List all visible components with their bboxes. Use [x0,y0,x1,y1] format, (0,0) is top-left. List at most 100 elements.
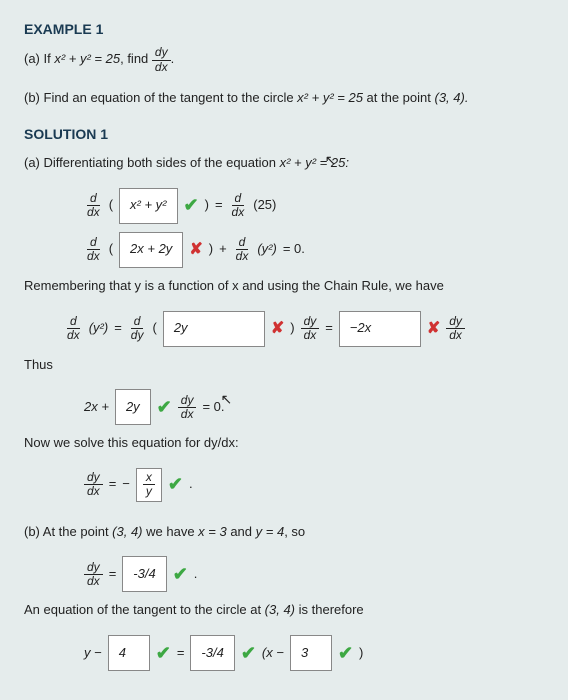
num: d [232,192,245,206]
den: y [143,485,155,498]
rparen: ) [205,195,209,216]
answer-input[interactable]: 2x + 2y [119,232,183,268]
lparen: (x − [262,643,284,664]
dy-dx-frac: dy dx [84,471,103,498]
num: d [87,236,100,250]
part-b-solution-intro: (b) At the point (3, 4) we have x = 3 an… [24,522,544,543]
num: dy [446,315,465,329]
den: dy [128,329,147,342]
thus-label: Thus [24,355,544,376]
check-icon: ✔ [241,639,256,668]
d-dx-frac: d dx [84,192,103,219]
eq: = [215,195,223,216]
num: dy [84,471,103,485]
eq: = [177,643,185,664]
answer-input[interactable]: −2x [339,311,421,347]
answer-input[interactable]: x y [136,468,162,501]
den: dx [446,329,465,342]
d-dy-frac: d dy [128,315,147,342]
den: dx [229,206,248,219]
answer-input[interactable]: 4 [108,635,150,671]
rparen: ) [359,643,363,664]
num: d [67,315,80,329]
equation: x² + y² = 25 [54,52,120,67]
rparen: ) [290,318,294,339]
dy-dx-frac: dy dx [301,315,320,342]
text: is therefore [295,602,364,617]
numerator: dy [152,46,171,60]
d-dx-frac: d dx [84,236,103,263]
answer-input[interactable]: 2y [163,311,265,347]
cross-icon: ✘ [427,316,440,342]
cursor-icon [221,390,235,406]
num: dy [178,394,197,408]
den: dx [84,575,103,588]
den: dx [84,485,103,498]
check-icon: ✔ [168,470,183,499]
answer-input[interactable]: -3/4 [190,635,234,671]
y-val: y = 4 [256,524,285,539]
num: x [143,471,155,485]
d-dx-frac: d dx [229,192,248,219]
num: d [87,192,100,206]
xy-frac: x y [143,471,155,498]
answer-input[interactable]: 2y [115,389,151,425]
dy-dx-frac: dy dx [152,46,171,73]
denominator: dx [152,61,171,74]
y2: (y²) [89,318,109,339]
plus: + [219,239,227,260]
solution-title: SOLUTION 1 [24,123,544,145]
d-dx-frac: d dx [233,236,252,263]
eq: = [109,564,117,585]
check-icon: ✔ [338,639,353,668]
x-val: x = 3 [198,524,227,539]
answer-input[interactable]: -3/4 [122,556,166,592]
equation-line-1: d dx ( x² + y² ✔ ) = d dx (25) [24,188,544,224]
text: (b) Find an equation of the tangent to t… [24,90,297,105]
check-icon: ✔ [157,393,172,422]
cursor-icon [325,151,339,167]
check-icon: ✔ [184,191,199,220]
point: (3, 4). [434,90,468,105]
den: dx [301,329,320,342]
lparen: ( [109,195,113,216]
equation-line-2: d dx ( 2x + 2y ✘ ) + d dx (y²) = 0. [24,232,544,268]
text: An equation of the tangent to the circle… [24,602,265,617]
eq: = [114,318,122,339]
eq-zero: = 0. [283,239,305,260]
solve-text: Now we solve this equation for dy/dx: [24,433,544,454]
text: and [227,524,256,539]
equation-line-6: dy dx = -3/4 ✔ . [24,556,544,592]
text: (a) Differentiating both sides of the eq… [24,155,280,170]
dy-dx-frac: dy dx [446,315,465,342]
dot: . [189,474,193,495]
prefix: 2x + [84,397,109,418]
num: dy [301,315,320,329]
den: dx [178,408,197,421]
example-title: EXAMPLE 1 [24,18,544,40]
check-icon: ✔ [173,560,188,589]
equation-line-5: dy dx = − x y ✔ . [24,468,544,501]
point: (3, 4) [265,602,295,617]
answer-input[interactable]: x² + y² [119,188,177,224]
num: d [131,315,144,329]
text: , so [284,524,305,539]
num: dy [84,561,103,575]
chain-rule-note: Remembering that y is a function of x an… [24,276,544,297]
lparen: ( [152,318,156,339]
solution-a-intro: (a) Differentiating both sides of the eq… [24,151,544,174]
eq: = [325,318,333,339]
rparen: ) [209,239,213,260]
answer-input[interactable]: 3 [290,635,332,671]
part-b-question: (b) Find an equation of the tangent to t… [24,88,544,109]
point: (3, 4) [112,524,142,539]
cross-icon: ✘ [271,316,284,342]
dy-dx-frac: dy dx [178,394,197,421]
text: (b) At the point [24,524,112,539]
d-dx-frac: d dx [64,315,83,342]
equation-line-4: 2x + 2y ✔ dy dx = 0. [24,389,544,425]
den: dx [233,250,252,263]
text: , find [120,52,152,67]
part-a-question: (a) If x² + y² = 25, find dy dx . [24,46,544,73]
dy-dx-frac: dy dx [84,561,103,588]
